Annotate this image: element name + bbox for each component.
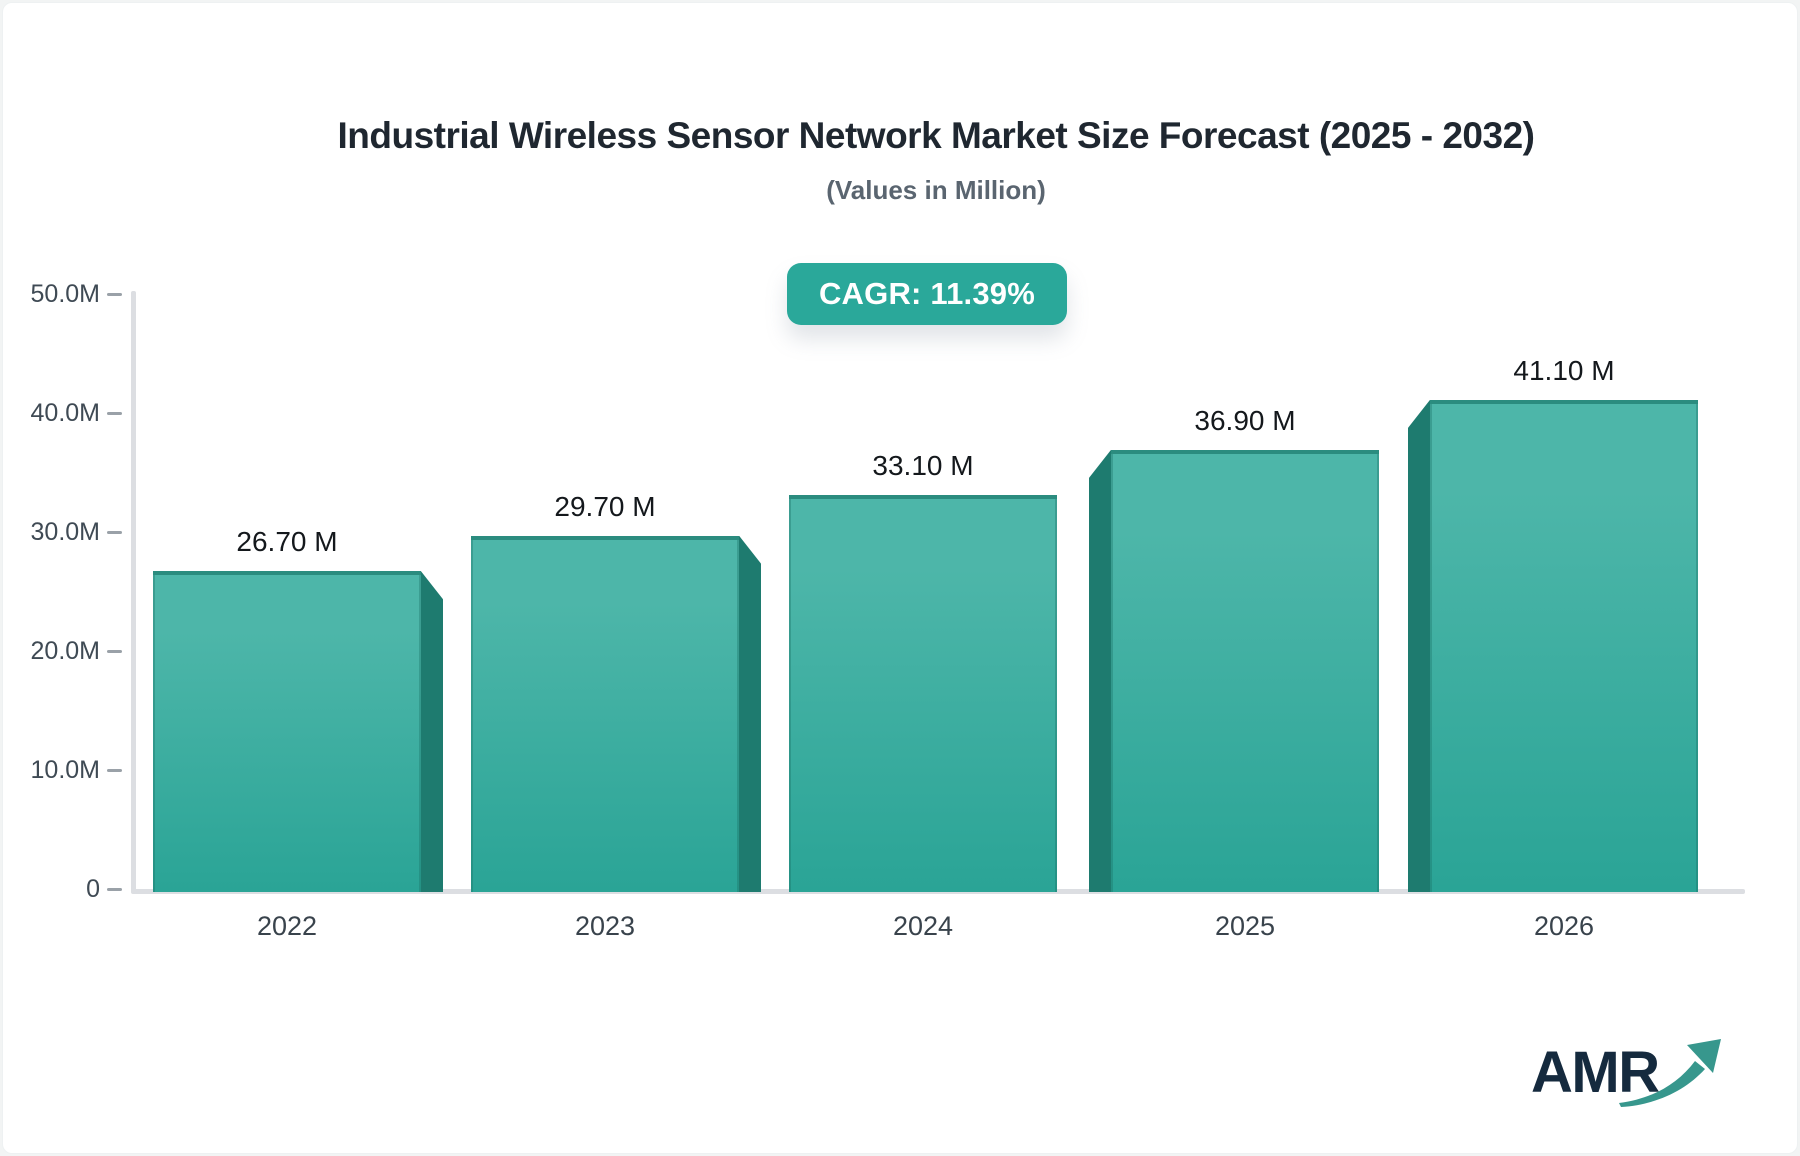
bar-value-label: 36.90 M [1194,404,1296,436]
y-axis-label: 10.0M [30,756,100,784]
bar-value-label: 26.70 M [236,526,338,558]
bar [1111,449,1379,892]
y-axis-label: 20.0M [30,637,100,665]
y-axis-tick [107,769,122,772]
cagr-badge: CAGR: 11.39% [787,263,1067,325]
amr-logo-text: AMR [1531,1040,1660,1105]
x-axis-label: 2023 [574,911,636,941]
y-axis-label: 0 [86,875,100,903]
chart-title: Industrial Wireless Sensor Network Marke… [337,115,1535,156]
bar [153,571,421,892]
x-axis-label: 2022 [256,911,318,941]
chart-subtitle: (Values in Million) [826,175,1046,205]
amr-logo: AMR [1531,1031,1721,1115]
bar-side-3d [739,535,761,892]
y-axis-line [131,291,136,892]
bar-side-3d [1089,449,1111,892]
bar-value-label: 41.10 M [1513,354,1615,386]
y-axis-tick [107,531,122,534]
bar-side-3d [1408,399,1430,892]
bar [789,495,1057,892]
y-axis-label: 30.0M [30,518,100,546]
y-axis-label: 50.0M [30,280,100,308]
x-axis-label: 2024 [892,911,954,941]
bar-value-label: 29.70 M [554,490,656,522]
y-axis-tick [107,412,122,415]
x-axis-label: 2025 [1214,911,1276,941]
bar-value-label: 33.10 M [872,450,974,482]
bar-side-3d [421,571,443,892]
y-axis-tick [107,888,122,891]
y-axis-tick [107,650,122,653]
bar [1430,399,1698,892]
plot-area: 0 10.0M 20.0M 30.0M 40.0M 50.0M 26.70 M 2022 29.… [3,3,1797,1153]
x-axis-label: 2026 [1533,911,1595,941]
y-axis-tick [107,293,122,296]
bar [471,535,739,892]
growth-arrow-icon [1619,1039,1721,1107]
y-axis-label: 40.0M [30,399,100,427]
